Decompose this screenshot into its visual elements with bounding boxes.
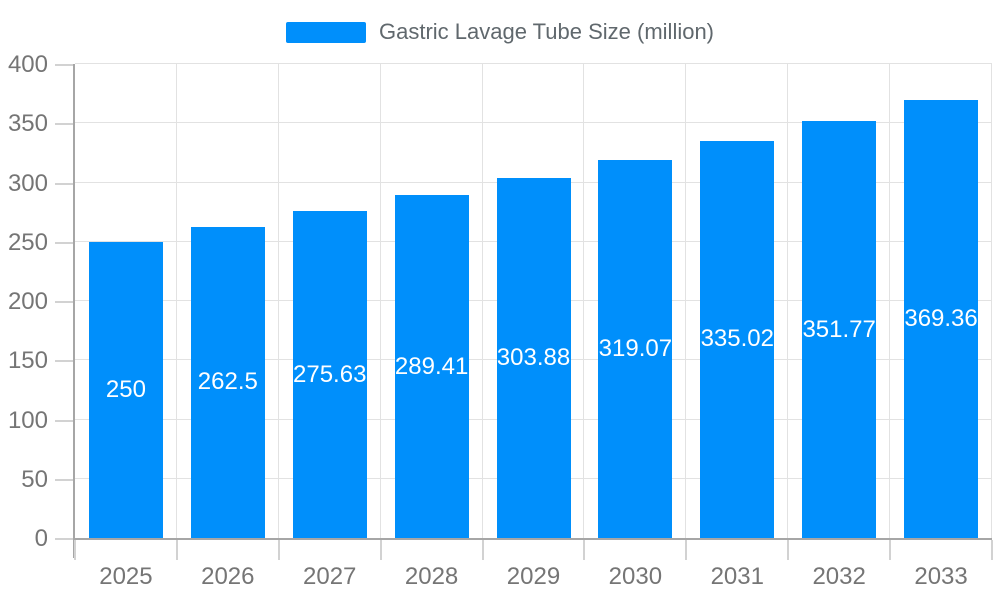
gridline-vertical	[583, 64, 585, 538]
bar-value-label: 250	[105, 375, 146, 403]
y-axis-tick	[55, 301, 73, 303]
y-axis-tick-label: 50	[21, 465, 48, 493]
y-axis-tick-label: 0	[34, 525, 48, 552]
y-axis-tick	[55, 64, 73, 66]
x-axis-category-label: 2027	[303, 563, 357, 590]
gridline-vertical	[277, 64, 279, 538]
x-axis-line	[73, 538, 992, 540]
bar-2033[interactable]: 369.36	[904, 100, 979, 538]
gridline-vertical	[991, 64, 992, 538]
y-axis-tick	[55, 360, 73, 363]
legend: Gastric Lavage Tube Size (million)	[0, 20, 1000, 44]
x-axis-category-label: 2032	[812, 563, 866, 590]
x-axis-tick	[583, 540, 586, 560]
bar-value-label: 262.5	[197, 368, 258, 396]
bar-2031[interactable]: 335.02	[700, 141, 775, 538]
bar-value-label: 369.36	[904, 305, 978, 333]
legend-item[interactable]: Gastric Lavage Tube Size (million)	[285, 19, 715, 44]
x-axis-tick	[685, 540, 688, 560]
legend-label: Gastric Lavage Tube Size (million)	[378, 19, 715, 44]
y-axis-tick	[55, 538, 73, 540]
x-axis-tick	[379, 540, 382, 560]
gridline-vertical	[787, 64, 789, 538]
bar-2025[interactable]: 250	[88, 241, 163, 538]
bar-2032[interactable]: 351.77	[802, 121, 877, 538]
y-axis-tick	[55, 241, 73, 244]
x-axis-tick	[74, 540, 76, 560]
gridline-vertical	[481, 64, 483, 538]
gridline-vertical	[685, 64, 687, 538]
x-axis-tick	[991, 540, 993, 560]
legend-marker-swatch	[285, 21, 366, 43]
bar-2030[interactable]: 319.07	[598, 159, 673, 538]
gridline-vertical	[175, 64, 177, 538]
y-axis-tick-label: 300	[7, 169, 48, 197]
y-axis-tick	[55, 182, 73, 185]
y-axis-tick-label: 250	[7, 228, 48, 256]
y-axis-tick	[55, 478, 73, 481]
y-axis-tick-label: 150	[7, 347, 48, 375]
bar-value-label: 351.77	[802, 315, 876, 343]
gridline-vertical	[379, 64, 381, 538]
x-axis-category-label: 2025	[99, 563, 153, 590]
bar-value-label: 289.41	[394, 352, 469, 380]
bar-value-label: 275.63	[293, 360, 367, 388]
x-axis-tick	[277, 540, 280, 560]
y-axis-line	[73, 64, 75, 558]
bar-value-label: 303.88	[496, 343, 571, 371]
y-axis-tick-label: 350	[7, 110, 48, 138]
x-axis-tick	[175, 540, 178, 560]
gridline-vertical	[889, 64, 891, 538]
gridline-horizontal	[75, 122, 992, 124]
gridline-horizontal	[75, 63, 992, 64]
bar-2026[interactable]: 262.5	[190, 226, 265, 538]
x-axis-category-label: 2028	[404, 563, 459, 590]
bar-2027[interactable]: 275.63	[292, 211, 367, 538]
bar-2028[interactable]: 289.41	[394, 195, 469, 538]
x-axis-tick	[889, 540, 892, 560]
bar-value-label: 319.07	[598, 334, 673, 362]
x-axis-category-label: 2033	[914, 563, 968, 590]
y-axis-tick-label: 200	[7, 288, 48, 315]
x-axis-tick	[787, 540, 790, 560]
x-axis-category-label: 2026	[201, 563, 255, 590]
x-axis-category-label: 2031	[710, 563, 764, 590]
x-axis-category-label: 2030	[608, 563, 663, 590]
bar-2029[interactable]: 303.88	[496, 177, 571, 538]
x-axis-category-label: 2029	[506, 563, 561, 590]
y-axis-tick	[55, 123, 73, 126]
bar-value-label: 335.02	[700, 325, 774, 353]
x-axis-tick	[481, 540, 484, 560]
y-axis-tick	[55, 419, 73, 422]
y-axis-tick-label: 400	[7, 51, 48, 78]
y-axis-tick-label: 100	[7, 406, 48, 434]
